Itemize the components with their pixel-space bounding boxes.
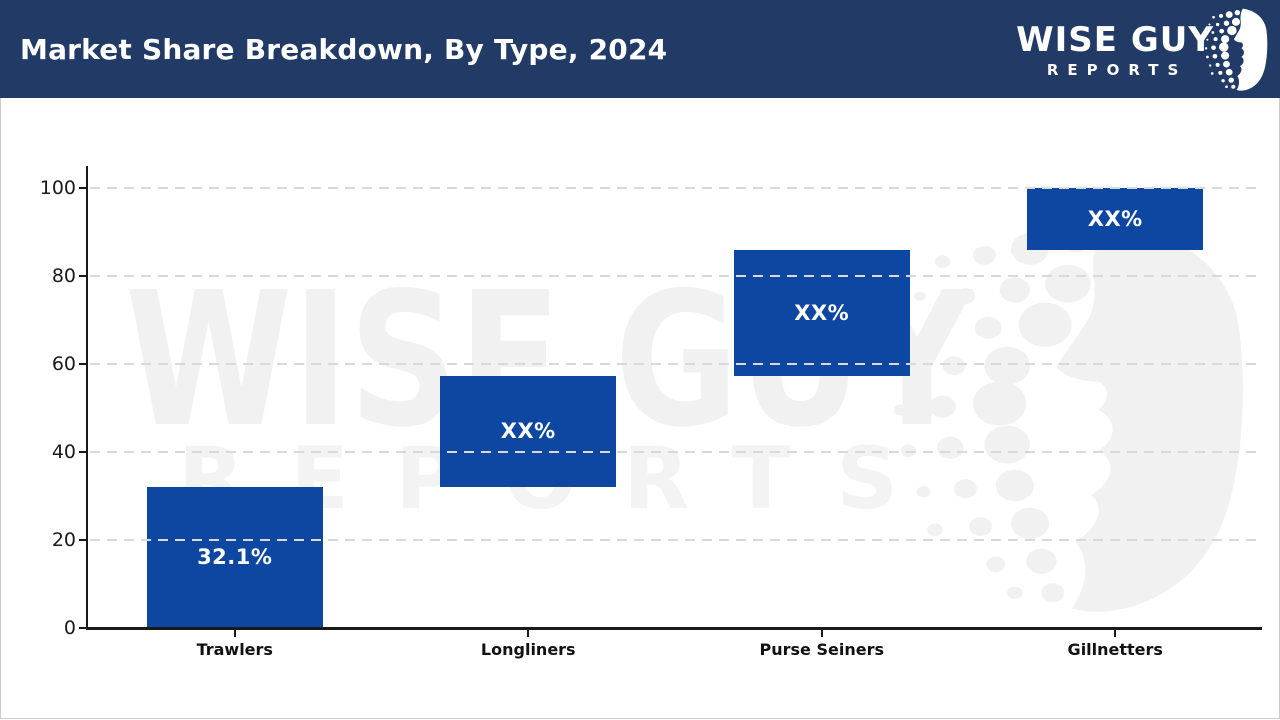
x-tick-mark (1114, 630, 1117, 637)
bar-gillnetters: XX% (1027, 188, 1204, 250)
gridline (90, 275, 1262, 277)
header-bar: Market Share Breakdown, By Type, 2024 WI… (0, 0, 1280, 98)
x-tick-label: Longliners (480, 640, 576, 659)
logo-subtitle: REPORTS (1046, 60, 1188, 79)
x-tick-label: Purse Seiners (759, 640, 884, 659)
y-tick-label: 0 (63, 617, 76, 639)
y-tick-label: 60 (51, 353, 76, 375)
x-tick-label: Trawlers (196, 640, 273, 659)
plot-area: 32.1% XX% XX% XX% (88, 166, 1262, 628)
bar-value-label: XX% (794, 300, 850, 325)
y-tick-label: 40 (51, 441, 76, 463)
bar-trawlers: 32.1% (146, 486, 323, 628)
bar-value-label: XX% (500, 419, 556, 444)
y-tick-mark (79, 627, 86, 629)
y-tick-label: 100 (39, 177, 76, 199)
wiseguy-logo: WISE GUY REPORTS (1016, 6, 1270, 92)
wiseguy-logo-text: WISE GUY REPORTS (1016, 20, 1214, 79)
page-title: Market Share Breakdown, By Type, 2024 (20, 32, 668, 66)
y-tick-label: 80 (51, 265, 76, 287)
x-axis-line (86, 627, 1262, 630)
logo-wordmark: WISE GUY (1016, 19, 1214, 60)
y-tick-mark (79, 187, 86, 189)
x-tick-label: Gillnetters (1067, 640, 1163, 659)
x-tick-mark (820, 630, 823, 637)
bar-value-label: XX% (1087, 206, 1143, 231)
bar-purse-seiners: XX% (733, 249, 910, 376)
y-tick-mark (79, 275, 86, 277)
gridline (90, 539, 1262, 541)
y-tick-label: 20 (51, 529, 76, 551)
y-tick-mark (79, 451, 86, 453)
gridline (90, 363, 1262, 365)
x-tick-mark (233, 630, 236, 637)
bar-longliners: XX% (440, 375, 617, 487)
bar-value-label: 32.1% (197, 545, 273, 570)
y-tick-mark (79, 363, 86, 365)
y-tick-mark (79, 539, 86, 541)
gridline (90, 187, 1262, 189)
y-axis-line (86, 166, 88, 630)
x-tick-mark (527, 630, 530, 637)
gridline (90, 451, 1262, 453)
